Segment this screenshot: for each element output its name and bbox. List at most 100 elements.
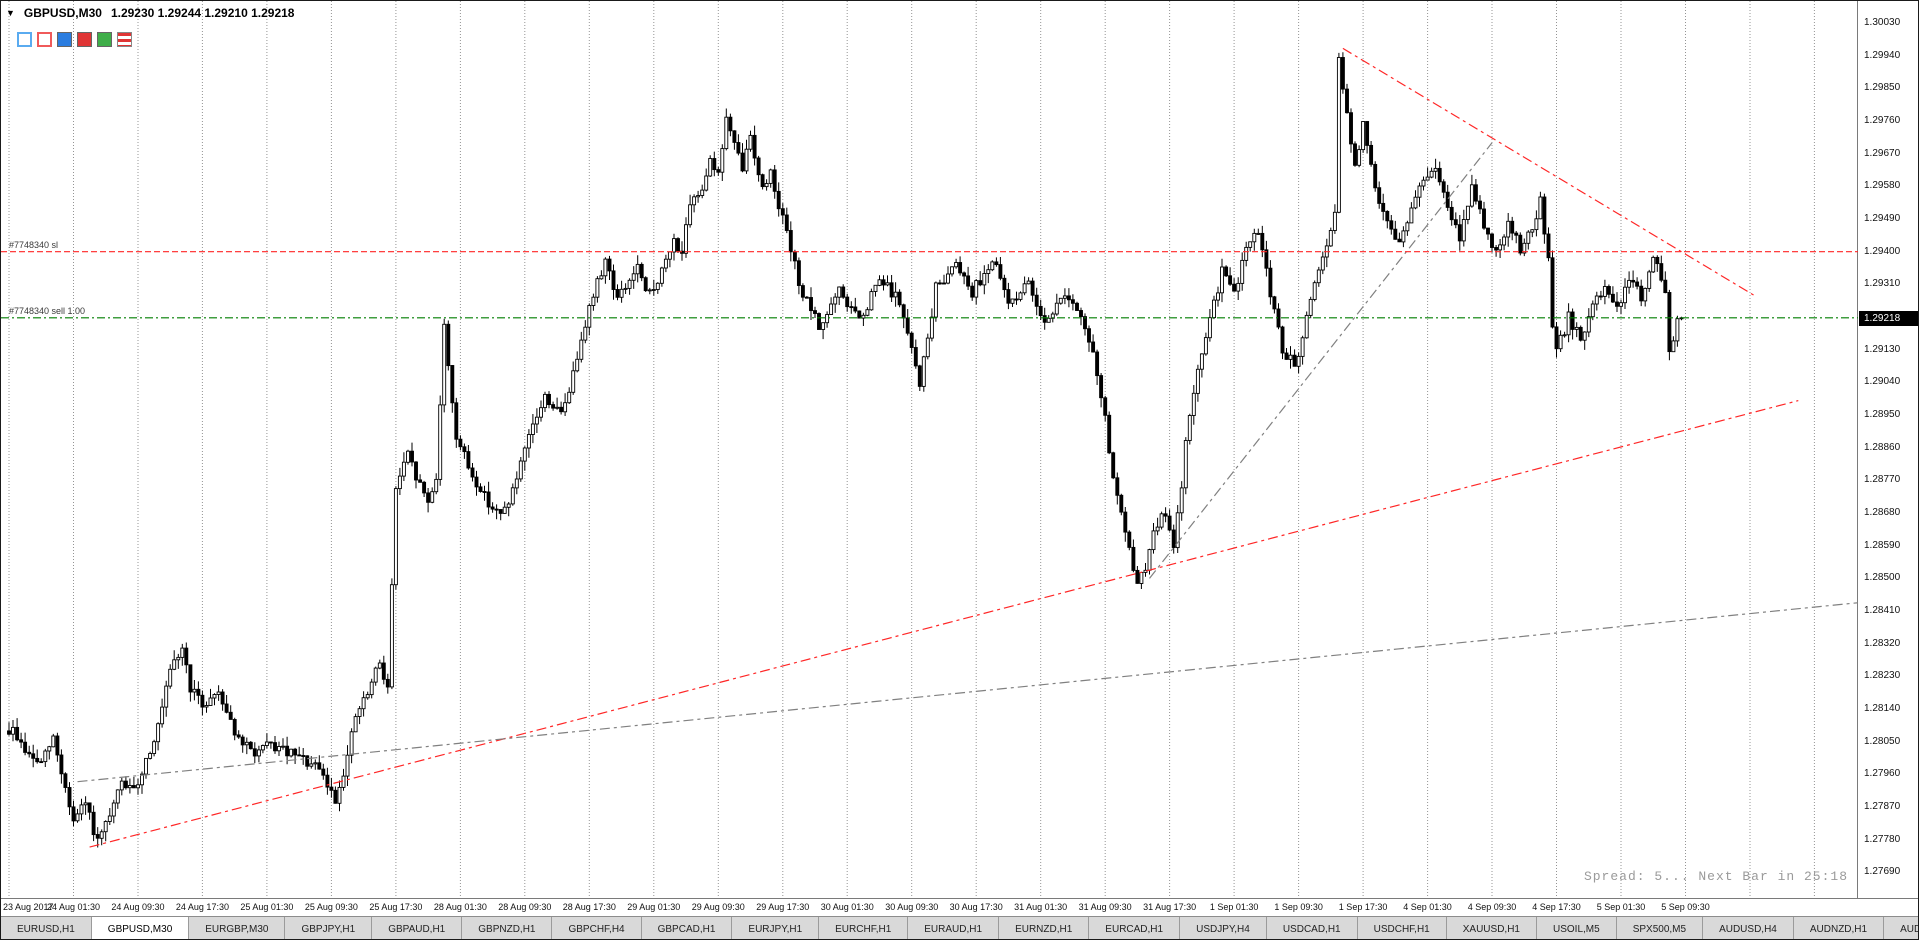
tab-gbpchf-h4[interactable]: GBPCHF,H4 (552, 917, 642, 939)
tab-usoil-m5[interactable]: USOIL,M5 (1537, 917, 1617, 939)
object-color-toolbar (17, 32, 132, 47)
tab-eurjpy-h1[interactable]: EURJPY,H1 (732, 917, 820, 939)
time-axis-label: 25 Aug 01:30 (240, 902, 294, 912)
time-axis-label: 28 Aug 01:30 (433, 902, 487, 912)
price-axis-label: 1.29310 (1864, 278, 1901, 290)
price-axis[interactable]: 1.30030 1.29940 1.29850 1.29760 1.29670 1.295… (1859, 1, 1918, 898)
grid-lines (8, 1, 1815, 898)
tab-gbpnzd-h1[interactable]: GBPNZD,H1 (462, 917, 553, 939)
time-axis-label: 4 Sep 09:30 (1467, 902, 1517, 912)
tab-audcad-daily[interactable]: AUDCAD,Daily (1884, 917, 1918, 939)
price-axis-label: 1.27960 (1864, 768, 1901, 780)
tab-audusd-h4[interactable]: AUDUSD,H4 (1703, 917, 1794, 939)
candlestick-chart[interactable] (1, 1, 1858, 898)
tab-euraud-h1[interactable]: EURAUD,H1 (908, 917, 1000, 939)
price-axis-label: 1.27690 (1864, 866, 1901, 878)
price-axis-label: 1.29400 (1864, 245, 1901, 257)
tab-eurusd-h1[interactable]: EURUSD,H1 (1, 917, 92, 939)
price-axis-label: 1.29130 (1864, 343, 1901, 355)
time-axis-label: 1 Sep 17:30 (1338, 902, 1388, 912)
tab-eurcad-h1[interactable]: EURCAD,H1 (1089, 917, 1181, 939)
time-axis-label: 5 Sep 09:30 (1661, 902, 1710, 912)
tab-eurnzd-h1[interactable]: EURNZD,H1 (999, 917, 1090, 939)
time-axis-label: 31 Aug 01:30 (1014, 902, 1068, 912)
tab-gbpusd-m30[interactable]: GBPUSD,M30 (91, 917, 190, 939)
time-axis-label: 4 Sep 17:30 (1532, 902, 1581, 912)
trendline-ascending-gray-shallow[interactable] (77, 600, 1859, 783)
trendline-ascending-gray-steep[interactable] (1149, 142, 1493, 579)
price-axis-label: 1.28410 (1864, 605, 1901, 617)
tab-eurchf-h1[interactable]: EURCHF,H1 (819, 917, 909, 939)
price-axis-label: 1.28680 (1864, 507, 1901, 519)
time-axis-label: 28 Aug 17:30 (562, 902, 616, 912)
price-axis-label: 1.30030 (1864, 17, 1901, 28)
time-axis-label: 23 Aug 2017 (3, 902, 54, 912)
price-axis-label: 1.29760 (1864, 115, 1901, 127)
tab-gbpaud-h1[interactable]: GBPAUD,H1 (372, 917, 463, 939)
price-axis-label: 1.29040 (1864, 376, 1901, 388)
green-fill-swatch[interactable] (97, 32, 112, 47)
tab-gbpjpy-h1[interactable]: GBPJPY,H1 (285, 917, 373, 939)
price-axis-label: 1.29670 (1864, 147, 1901, 159)
time-axis-label: 30 Aug 01:30 (820, 902, 874, 912)
price-axis-label: 1.29940 (1864, 49, 1901, 61)
order-sell-label[interactable]: #7748340 sell 1.00 (9, 305, 86, 316)
price-axis-label: 1.28500 (1864, 572, 1901, 584)
price-axis-label: 1.28140 (1864, 703, 1901, 715)
tab-usdcad-h1[interactable]: USDCAD,H1 (1266, 917, 1358, 939)
time-axis-label: 24 Aug 17:30 (175, 902, 229, 912)
spread-status-text: Spread: 5... Next Bar in 25:18 (1583, 869, 1848, 884)
trend-lines (77, 47, 1859, 848)
price-axis-label: 1.28770 (1864, 474, 1901, 486)
time-axis-label: 31 Aug 17:30 (1143, 902, 1197, 912)
outline-blue-swatch[interactable] (17, 32, 32, 47)
chart-area[interactable]: ▼ GBPUSD,M30 1.29230 1.29244 1.29210 1.2… (1, 1, 1858, 898)
time-axis[interactable]: 23 Aug 2017 24 Aug 01:30 24 Aug 09:30 24 Au… (1, 898, 1918, 916)
time-axis-label: 5 Sep 01:30 (1596, 902, 1646, 912)
striped-red-swatch[interactable] (117, 32, 132, 47)
price-axis-label: 1.28860 (1864, 441, 1901, 453)
price-axis-label: 1.28050 (1864, 735, 1901, 747)
current-price-tag: 1.29218 (1859, 310, 1918, 326)
tab-audnzd-h1[interactable]: AUDNZD,H1 (1793, 917, 1885, 939)
time-axis-label: 30 Aug 17:30 (949, 902, 1003, 912)
price-axis-label: 1.29850 (1864, 82, 1901, 94)
trendline-descending-red[interactable] (1342, 47, 1755, 296)
time-axis-label: 4 Sep 01:30 (1403, 902, 1452, 912)
tab-spx500-m5[interactable]: SPX500,M5 (1616, 917, 1704, 939)
time-axis-label: 29 Aug 17:30 (756, 902, 810, 912)
chart-tab-bar: EURUSD,H1 GBPUSD,M30 EURGBP,M30 GBPJPY,H1 GB… (1, 916, 1918, 939)
time-axis-label: 29 Aug 09:30 (691, 902, 745, 912)
order-lines (1, 251, 1858, 319)
time-axis-label: 1 Sep 01:30 (1209, 902, 1259, 912)
tab-usdchf-h1[interactable]: USDCHF,H1 (1357, 917, 1447, 939)
price-axis-label: 1.29490 (1864, 213, 1901, 225)
price-axis-label: 1.28590 (1864, 539, 1901, 551)
time-axis-label: 29 Aug 01:30 (627, 902, 681, 912)
tab-gbpcad-h1[interactable]: GBPCAD,H1 (641, 917, 733, 939)
time-axis-label: 25 Aug 17:30 (369, 902, 423, 912)
red-fill-swatch[interactable] (77, 32, 92, 47)
candle-bodies (7, 57, 1684, 839)
time-axis-label: 28 Aug 09:30 (498, 902, 552, 912)
price-axis-label: 1.27780 (1864, 833, 1901, 845)
blue-fill-swatch[interactable] (57, 32, 72, 47)
tab-eurgbp-m30[interactable]: EURGBP,M30 (189, 917, 286, 939)
order-sl-label[interactable]: #7748340 sl (9, 239, 59, 250)
price-axis-label: 1.28320 (1864, 637, 1901, 649)
outline-red-swatch[interactable] (37, 32, 52, 47)
time-axis-label: 25 Aug 09:30 (304, 902, 358, 912)
tab-xauusd-h1[interactable]: XAUUSD,H1 (1446, 917, 1537, 939)
price-axis-label: 1.27870 (1864, 801, 1901, 813)
price-axis-label: 1.29580 (1864, 180, 1901, 192)
time-axis-label: 24 Aug 09:30 (111, 902, 165, 912)
time-axis-label: 24 Aug 01:30 (46, 902, 100, 912)
trendline-ascending-red[interactable] (89, 400, 1799, 848)
collapse-arrow-icon[interactable]: ▼ (6, 8, 15, 18)
time-axis-label: 1 Sep 09:30 (1274, 902, 1323, 912)
time-axis-label: 30 Aug 09:30 (885, 902, 939, 912)
price-axis-label: 1.28230 (1864, 670, 1901, 682)
tab-usdjpy-h4[interactable]: USDJPY,H4 (1180, 917, 1267, 939)
price-axis-label: 1.28950 (1864, 409, 1901, 421)
